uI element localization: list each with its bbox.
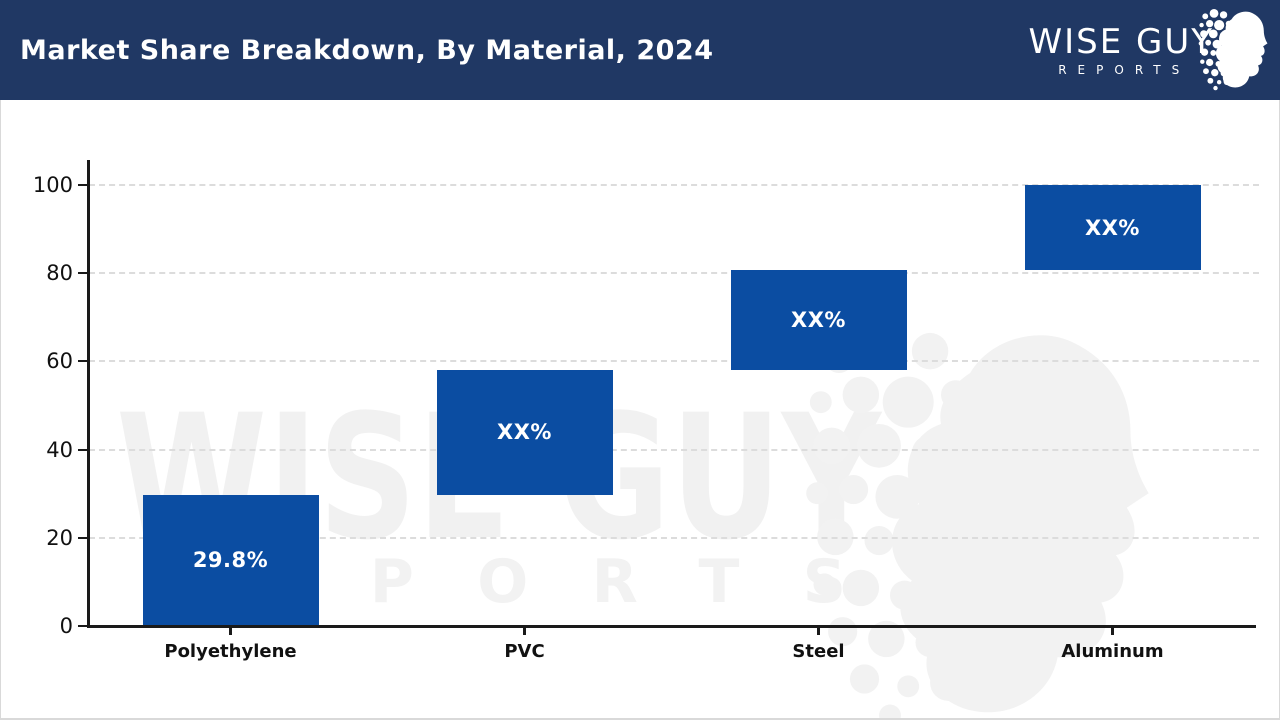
bar-aluminum: XX% xyxy=(1024,185,1201,271)
x-tick-mark xyxy=(229,626,232,635)
gridline xyxy=(89,360,1259,363)
x-tick-mark xyxy=(1111,626,1114,635)
bar-value-label: XX% xyxy=(791,307,846,332)
bar-polyethylene: 29.8% xyxy=(142,494,319,626)
bar-value-label: XX% xyxy=(1085,215,1140,240)
bar-value-label: 29.8% xyxy=(192,548,269,573)
x-tick-label: Aluminum xyxy=(1061,641,1164,662)
y-tick-label: 40 xyxy=(46,437,73,462)
logo-subtext: REPORTS xyxy=(1058,62,1191,77)
gridline xyxy=(89,536,1259,539)
wiseguy-logo-text: WISE GUY REPORTS xyxy=(1028,24,1214,77)
header-bar: Market Share Breakdown, By Material, 202… xyxy=(0,0,1280,100)
x-tick-label: Polyethylene xyxy=(164,641,297,662)
y-tick-label: 20 xyxy=(46,525,73,550)
logo-wordmark: WISE GUY xyxy=(1028,21,1214,62)
bar-value-label: XX% xyxy=(497,420,552,445)
bar-pvc: XX% xyxy=(436,369,613,495)
y-tick-mark xyxy=(78,625,87,627)
y-tick-label: 0 xyxy=(59,614,73,638)
y-tick-mark xyxy=(78,536,87,539)
chart-area: WISE GUY REPORTS 02040608010029.8%Polyet… xyxy=(0,100,1280,720)
x-axis-line xyxy=(87,625,1256,628)
y-tick-mark xyxy=(78,272,87,275)
x-tick-mark xyxy=(817,626,820,635)
page-title: Market Share Breakdown, By Material, 202… xyxy=(20,34,714,66)
gridline xyxy=(89,448,1259,451)
y-tick-mark xyxy=(78,448,87,451)
gridline xyxy=(89,184,1259,186)
wiseguy-logo: WISE GUY REPORTS xyxy=(1028,0,1274,100)
gridline xyxy=(89,272,1259,275)
y-tick-mark xyxy=(78,184,87,186)
x-tick-label: PVC xyxy=(504,641,545,662)
bar-steel: XX% xyxy=(730,270,907,370)
y-axis-line xyxy=(87,160,90,628)
x-tick-label: Steel xyxy=(792,641,845,662)
x-tick-mark xyxy=(523,626,526,635)
y-tick-label: 60 xyxy=(46,349,73,374)
y-tick-mark xyxy=(78,360,87,363)
wiseguy-head-logo-icon xyxy=(1198,9,1274,91)
y-tick-label: 80 xyxy=(46,261,73,286)
y-tick-label: 100 xyxy=(32,173,73,197)
